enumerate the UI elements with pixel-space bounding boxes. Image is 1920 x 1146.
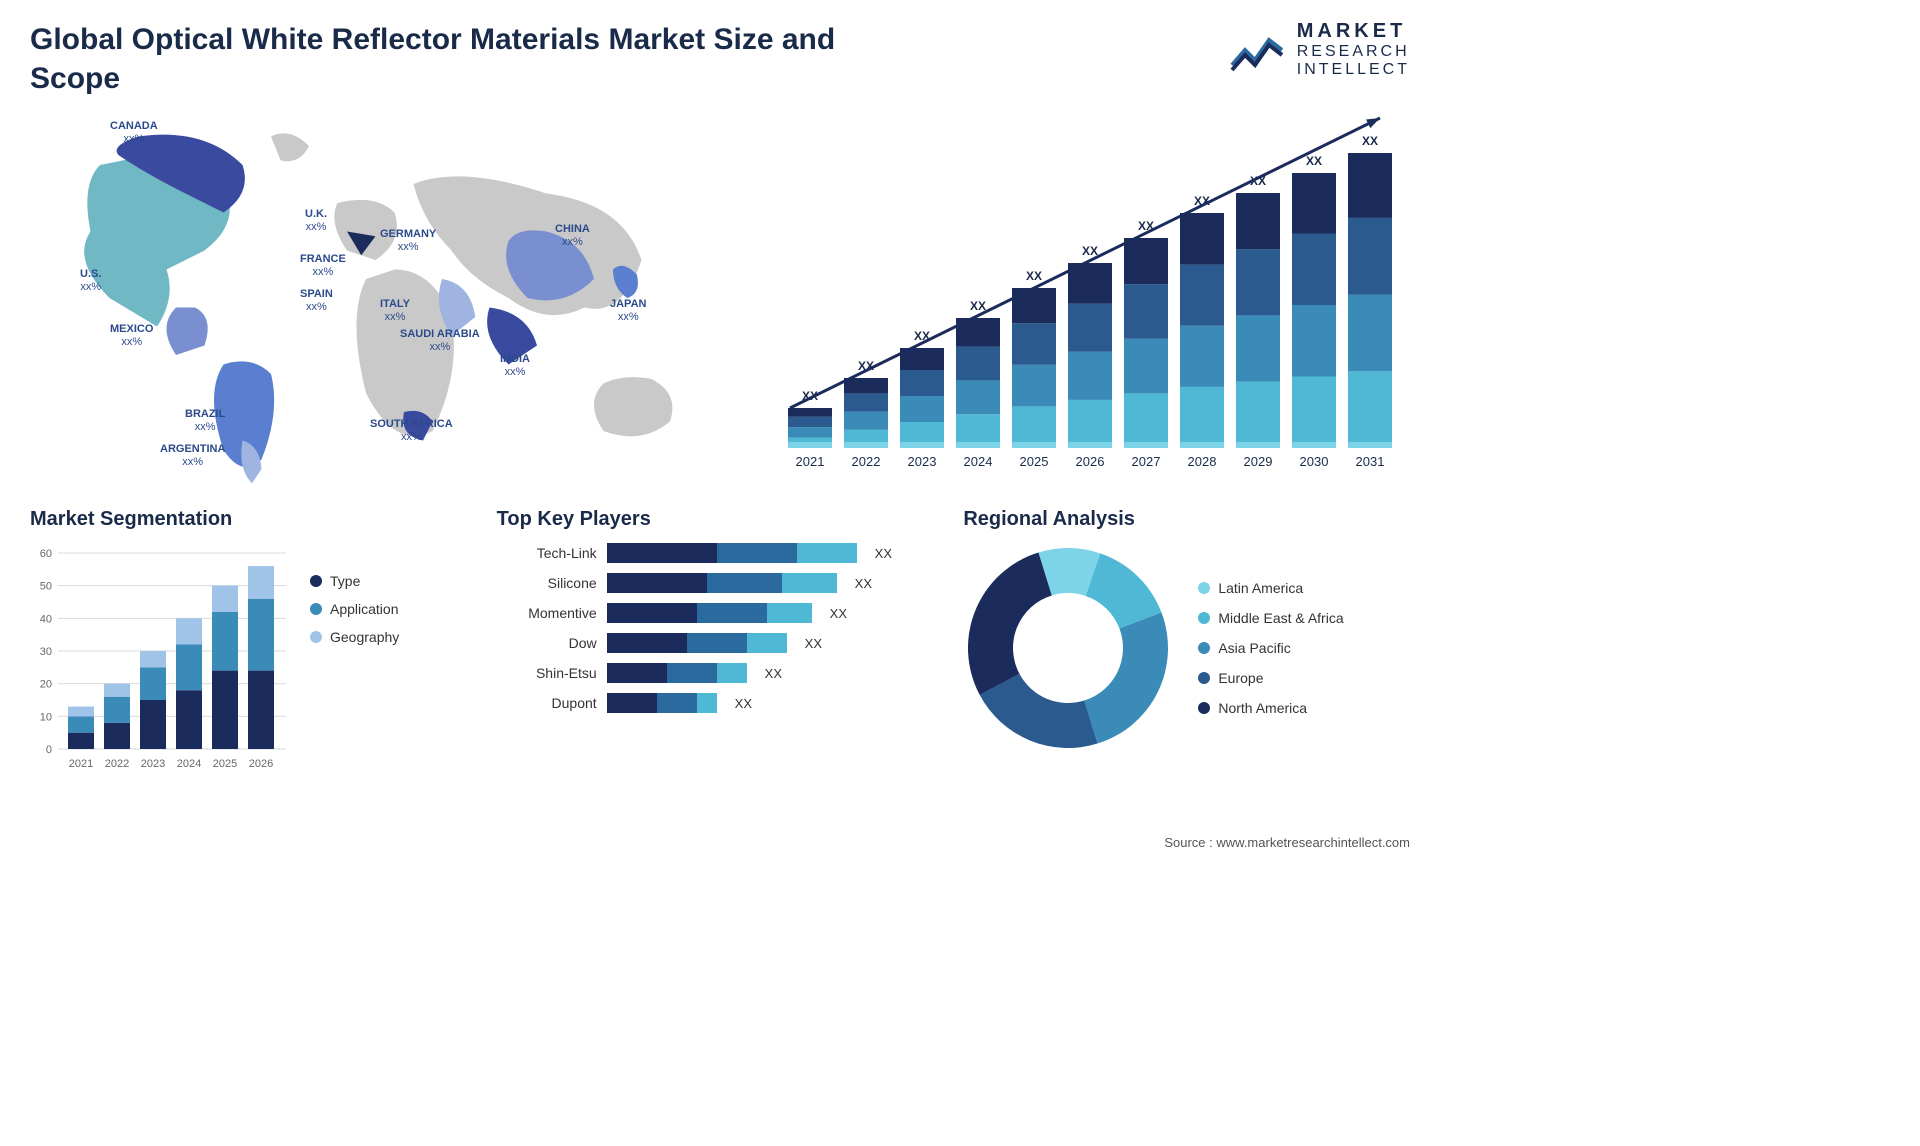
legend-item: Middle East & Africa [1198, 610, 1343, 626]
player-row: Dupont XX [507, 693, 944, 713]
logo-icon [1227, 25, 1287, 75]
svg-text:XX: XX [970, 299, 986, 313]
legend-item: Geography [310, 629, 399, 645]
player-name: Shin-Etsu [507, 665, 597, 681]
svg-text:2027: 2027 [1132, 454, 1161, 469]
map-label: INDIAxx% [500, 353, 530, 379]
svg-text:2028: 2028 [1188, 454, 1217, 469]
svg-text:2021: 2021 [69, 758, 93, 770]
regional-title: Regional Analysis [963, 508, 1410, 531]
map-label: MEXICOxx% [110, 323, 153, 349]
player-value: XX [805, 636, 822, 651]
map-label: SAUDI ARABIAxx% [400, 328, 480, 354]
player-value: XX [765, 666, 782, 681]
svg-text:2031: 2031 [1356, 454, 1385, 469]
svg-text:30: 30 [40, 646, 52, 658]
player-value: XX [855, 576, 872, 591]
svg-text:2022: 2022 [852, 454, 881, 469]
map-label: SPAINxx% [300, 288, 333, 314]
legend-item: Type [310, 573, 399, 589]
svg-text:XX: XX [1026, 269, 1042, 283]
legend-item: Asia Pacific [1198, 640, 1343, 656]
map-label: BRAZILxx% [185, 408, 225, 434]
svg-text:0: 0 [46, 744, 52, 756]
logo-line3: INTELLECT [1297, 61, 1410, 79]
source-text: Source : www.marketresearchintellect.com [1164, 835, 1410, 850]
growth-chart: XX2021XX2022XX2023XX2024XX2025XX2026XX20… [770, 108, 1410, 488]
segmentation-title: Market Segmentation [30, 508, 477, 531]
player-bar [607, 663, 747, 683]
svg-text:2024: 2024 [964, 454, 993, 469]
map-label: FRANCExx% [300, 253, 346, 279]
header: Global Optical White Reflector Materials… [30, 20, 1410, 98]
player-name: Tech-Link [507, 545, 597, 561]
player-value: XX [735, 696, 752, 711]
svg-text:20: 20 [40, 679, 52, 691]
map-label: CANADAxx% [110, 120, 158, 146]
player-name: Silicone [507, 575, 597, 591]
players-list: Tech-LinkXXSiliconeXXMomentiveXXDowXXShi… [497, 543, 944, 713]
player-bar [607, 693, 717, 713]
legend-item: Latin America [1198, 580, 1343, 596]
svg-text:2030: 2030 [1300, 454, 1329, 469]
page-title: Global Optical White Reflector Materials… [30, 20, 930, 98]
map-label: GERMANYxx% [380, 228, 436, 254]
svg-text:40: 40 [40, 613, 52, 625]
logo: MARKET RESEARCH INTELLECT [1227, 20, 1410, 80]
logo-line2: RESEARCH [1297, 43, 1410, 61]
map-label: SOUTH AFRICAxx% [370, 418, 453, 444]
map-label: ITALYxx% [380, 298, 410, 324]
svg-text:2024: 2024 [177, 758, 201, 770]
svg-text:2025: 2025 [1020, 454, 1049, 469]
player-value: XX [830, 606, 847, 621]
regional-donut [963, 543, 1173, 753]
player-bar [607, 573, 837, 593]
player-name: Dupont [507, 695, 597, 711]
player-row: Tech-Link XX [507, 543, 944, 563]
svg-text:2022: 2022 [105, 758, 129, 770]
segmentation-chart: 0 10 20 30 40 50 60 2021 2022 2023 2024 2025 2026 [30, 543, 290, 773]
map-label: U.K.xx% [305, 208, 327, 234]
players-title: Top Key Players [497, 508, 944, 531]
player-name: Momentive [507, 605, 597, 621]
logo-line1: MARKET [1297, 20, 1410, 43]
player-row: Momentive XX [507, 603, 944, 623]
map-label: JAPANxx% [610, 298, 646, 324]
player-row: Silicone XX [507, 573, 944, 593]
regional-panel: Regional Analysis Latin America Middle Ea… [963, 508, 1410, 773]
segmentation-svg: 0 10 20 30 40 50 60 2021 2022 2023 2024 2025 2026 [30, 543, 290, 773]
player-bar [607, 543, 857, 563]
segmentation-legend: Type Application Geography [310, 543, 399, 773]
svg-text:50: 50 [40, 581, 52, 593]
player-bar [607, 603, 812, 623]
world-map: CANADAxx% U.S.xx% MEXICOxx% BRAZILxx% ARGENT… [30, 108, 740, 488]
svg-text:60: 60 [40, 548, 52, 560]
svg-text:2025: 2025 [213, 758, 237, 770]
svg-text:XX: XX [1362, 134, 1378, 148]
player-name: Dow [507, 635, 597, 651]
svg-text:2023: 2023 [141, 758, 165, 770]
segmentation-panel: Market Segmentation 0 10 20 30 40 50 60 2021 202… [30, 508, 477, 773]
growth-chart-svg: XX2021XX2022XX2023XX2024XX2025XX2026XX20… [770, 108, 1410, 488]
svg-text:2023: 2023 [908, 454, 937, 469]
player-row: Shin-Etsu XX [507, 663, 944, 683]
legend-item: Europe [1198, 670, 1343, 686]
player-row: Dow XX [507, 633, 944, 653]
map-label: ARGENTINAxx% [160, 443, 225, 469]
svg-text:2026: 2026 [1076, 454, 1105, 469]
legend-item: Application [310, 601, 399, 617]
players-panel: Top Key Players Tech-LinkXXSiliconeXXMom… [497, 508, 944, 773]
svg-text:XX: XX [1082, 244, 1098, 258]
regional-legend: Latin America Middle East & Africa Asia Pa… [1198, 580, 1343, 716]
svg-text:XX: XX [1306, 154, 1322, 168]
svg-text:2021: 2021 [796, 454, 825, 469]
player-bar [607, 633, 787, 653]
map-label: CHINAxx% [555, 223, 590, 249]
svg-text:10: 10 [40, 711, 52, 723]
player-value: XX [875, 546, 892, 561]
svg-text:2026: 2026 [249, 758, 273, 770]
svg-text:2029: 2029 [1244, 454, 1273, 469]
map-label: U.S.xx% [80, 268, 101, 294]
legend-item: North America [1198, 700, 1343, 716]
